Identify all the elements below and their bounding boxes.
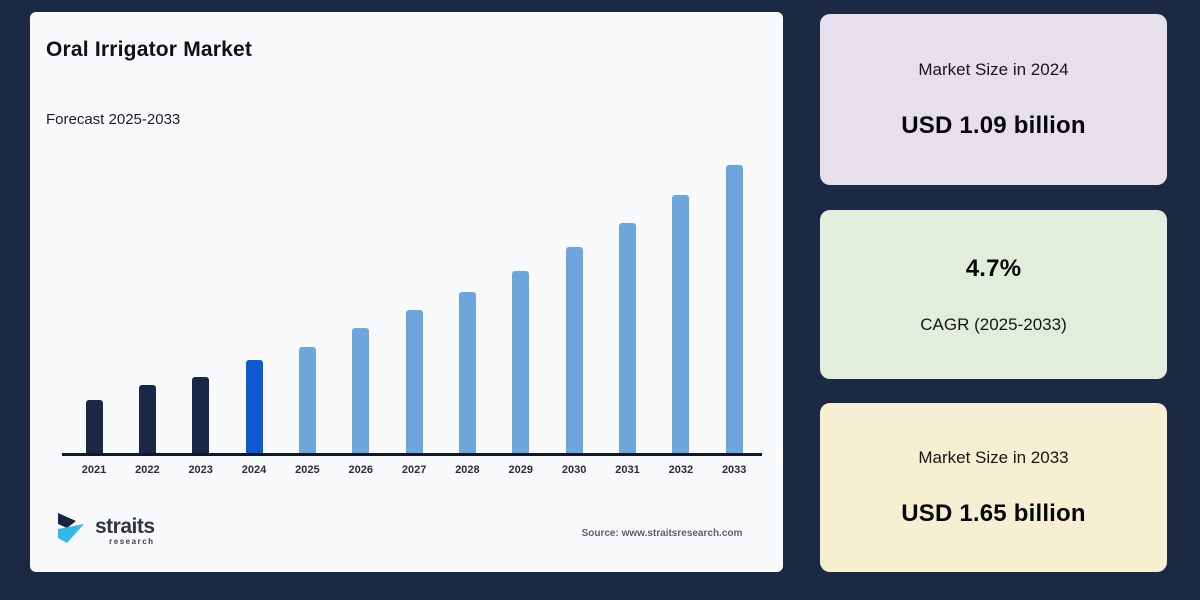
bar-2028 [458,292,476,453]
bar-2025 [298,347,316,453]
x-tick-2024: 2024 [241,464,267,476]
x-tick-2027: 2027 [401,464,427,476]
bar-2022 [138,385,156,453]
stat-card-market-size-2024: Market Size in 2024 USD 1.09 billion [820,14,1167,185]
x-axis-line [62,453,762,456]
bar-chart: 2021 2022 2023 2024 2025 2026 2027 2028 2029 2030… [30,12,783,572]
x-tick-2023: 2023 [188,464,213,476]
bar-2031 [619,223,636,453]
logo-arrow-icon [58,513,84,543]
stat-card-label: CAGR (2025-2033) [920,314,1067,334]
page-title: Oral Irrigator Market [46,38,253,61]
x-tick-2033: 2033 [721,464,747,476]
bar-2033 [725,165,743,453]
chart-panel: Oral Irrigator Market Forecast 2025-2033… [30,12,783,572]
straits-research-logo: straits research [56,509,155,551]
bar-2027 [405,310,423,453]
stat-card-label: Market Size in 2033 [918,447,1069,467]
stat-card-value: USD 1.65 billion [901,499,1086,527]
x-tick-2022: 2022 [135,464,160,476]
x-tick-2028: 2028 [455,464,480,476]
chart-subtitle: Forecast 2025-2033 [46,111,181,128]
stat-card-cagr: 4.7% CAGR (2025-2033) [820,210,1167,379]
logo-text: straits [95,515,155,538]
x-tick-2026: 2026 [348,464,373,476]
stat-card-value: 4.7% [965,254,1022,282]
x-tick-2031: 2031 [615,464,640,476]
source-note: Source: www.straitsresearch.com [581,528,743,539]
x-tick-2030: 2030 [561,464,587,476]
stat-card-market-size-2033: Market Size in 2033 USD 1.65 billion [820,403,1167,572]
stat-card-value: USD 1.09 billion [901,111,1086,139]
bar-2021 [85,400,103,453]
x-tick-2025: 2025 [295,464,320,476]
bar-2026 [352,328,370,453]
bar-2032 [672,195,690,453]
x-tick-2032: 2032 [668,464,694,476]
bar-2029 [512,271,530,453]
bar-2023 [192,377,210,453]
stat-card-label: Market Size in 2024 [918,59,1069,79]
x-tick-2021: 2021 [81,464,107,476]
logo-subtext: research [109,537,155,546]
bar-2030 [565,247,583,453]
x-tick-2029: 2029 [508,464,534,476]
bar-2024 [245,360,263,453]
